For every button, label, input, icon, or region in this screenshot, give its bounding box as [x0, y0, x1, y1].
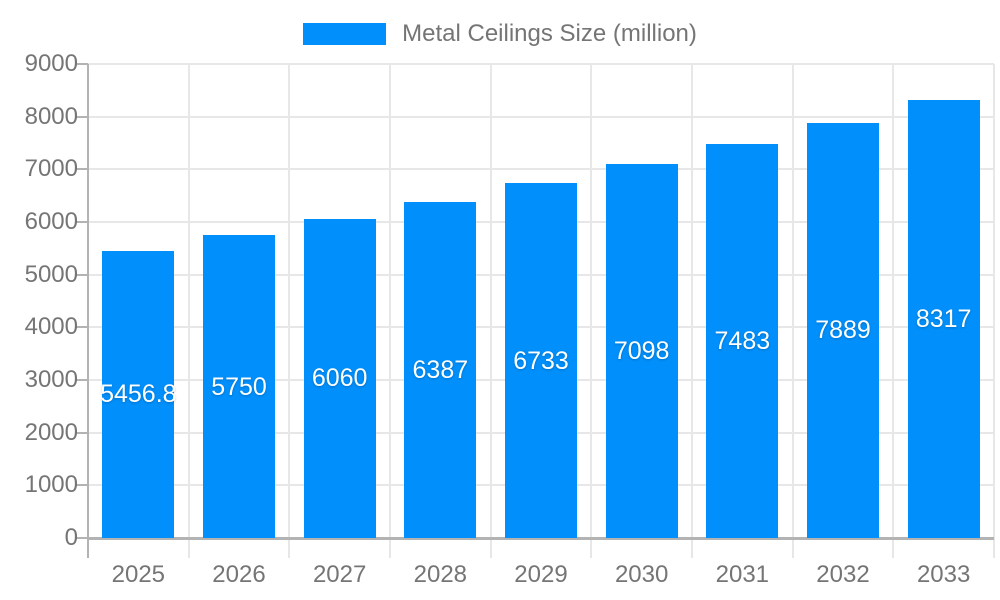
x-axis-tick [187, 538, 190, 558]
x-axis-tick [389, 538, 391, 558]
bar[interactable] [303, 218, 376, 538]
bar-value-label: 6387 [412, 355, 469, 384]
y-gridline [88, 63, 994, 65]
x-axis-tick [590, 538, 593, 558]
bar-value-label: 5750 [211, 372, 267, 401]
y-axis-label: 7000 [24, 155, 78, 183]
x-axis-tick [489, 538, 492, 558]
y-axis-tick [76, 168, 88, 171]
x-gridline [993, 64, 995, 538]
x-axis-tick [691, 538, 693, 558]
y-axis-label: 4000 [24, 313, 78, 341]
bar[interactable] [102, 250, 175, 538]
y-axis-label: 9000 [24, 50, 78, 77]
x-axis-label: 2031 [715, 561, 770, 588]
bar-value-label: 7483 [714, 326, 771, 355]
x-axis-label: 2028 [413, 561, 468, 588]
bar[interactable] [807, 122, 879, 538]
x-axis-label: 2033 [916, 561, 971, 588]
y-axis-tick [76, 537, 88, 539]
y-axis-tick [76, 431, 88, 434]
bar-value-label: 7889 [815, 316, 871, 345]
x-gridline [691, 64, 693, 538]
x-axis-label: 2026 [212, 561, 266, 588]
x-axis-label: 2027 [312, 561, 367, 588]
x-axis-tick [791, 538, 794, 558]
y-axis-tick [76, 115, 88, 118]
x-axis-tick [993, 538, 995, 558]
x-gridline [187, 64, 190, 538]
x-gridline [489, 64, 492, 538]
x-axis-label: 2030 [614, 561, 669, 588]
y-axis-tick [76, 326, 88, 329]
x-axis-label: 2029 [514, 561, 568, 588]
bar-value-label: 5456.8 [100, 380, 177, 409]
bar[interactable] [505, 183, 577, 538]
y-axis-tick [76, 379, 88, 381]
x-gridline [791, 64, 794, 538]
y-axis-label: 3000 [24, 366, 78, 393]
y-axis-line [87, 64, 89, 558]
bar[interactable] [907, 99, 980, 538]
x-axis-label: 2025 [111, 561, 166, 588]
bar-value-label: 6733 [513, 346, 569, 375]
y-axis-tick [76, 221, 88, 223]
y-gridline [88, 115, 994, 118]
y-axis-label: 5000 [24, 260, 78, 288]
y-axis-label: 8000 [24, 102, 78, 130]
y-gridline [88, 168, 994, 171]
y-axis-label: 0 [64, 524, 78, 551]
legend-label: Metal Ceilings Size (million) [402, 20, 697, 47]
legend[interactable]: Metal Ceilings Size (million) [0, 20, 1000, 48]
x-axis-tick [892, 538, 895, 558]
x-gridline [389, 64, 391, 538]
x-gridline [288, 64, 291, 538]
y-axis-label: 2000 [24, 418, 78, 446]
bar-value-label: 8317 [915, 304, 972, 333]
y-axis-tick [76, 273, 88, 276]
bar[interactable] [706, 143, 779, 538]
bar[interactable] [404, 201, 477, 538]
y-axis-tick [76, 484, 88, 487]
y-axis-tick [76, 63, 88, 65]
y-axis-label: 1000 [24, 471, 78, 499]
x-axis-line [88, 537, 994, 540]
x-axis-tick [288, 538, 291, 558]
x-gridline [590, 64, 593, 538]
x-axis-label: 2032 [816, 561, 870, 588]
y-axis-label: 6000 [24, 208, 78, 235]
legend-swatch [303, 23, 387, 45]
x-gridline [892, 64, 895, 538]
bar-value-label: 6060 [311, 364, 368, 393]
bar-value-label: 7098 [613, 337, 670, 366]
bar[interactable] [605, 164, 678, 538]
bar[interactable] [203, 235, 275, 538]
